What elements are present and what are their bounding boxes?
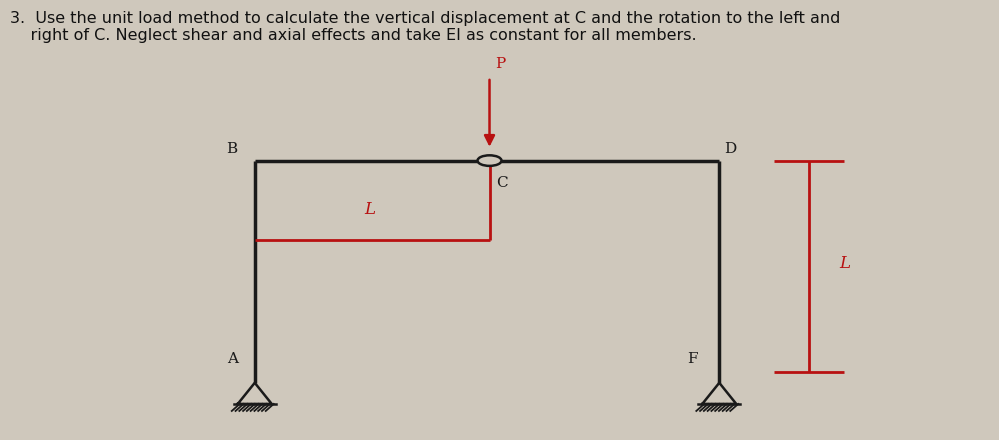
Circle shape	[478, 155, 501, 166]
Text: F: F	[686, 352, 697, 366]
Text: C: C	[497, 176, 508, 190]
Text: A: A	[227, 352, 238, 366]
Text: 3.  Use the unit load method to calculate the vertical displacement at C and the: 3. Use the unit load method to calculate…	[10, 11, 840, 44]
Text: L: L	[839, 256, 850, 272]
Text: D: D	[724, 142, 736, 156]
Text: P: P	[496, 57, 505, 71]
Text: B: B	[227, 142, 238, 156]
Text: L: L	[364, 201, 376, 217]
